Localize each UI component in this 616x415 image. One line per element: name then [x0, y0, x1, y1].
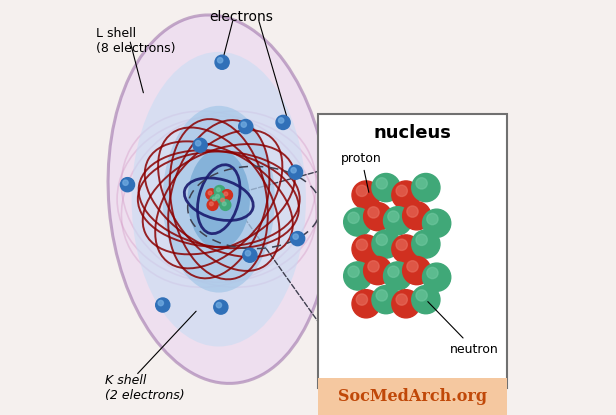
Bar [318, 114, 507, 388]
Circle shape [416, 290, 428, 301]
Circle shape [376, 290, 387, 301]
Circle shape [416, 178, 428, 189]
Circle shape [368, 261, 379, 272]
Circle shape [352, 235, 380, 263]
Circle shape [427, 267, 438, 278]
Circle shape [423, 263, 451, 291]
Circle shape [222, 202, 226, 206]
Circle shape [288, 165, 302, 179]
Circle shape [376, 234, 387, 245]
Circle shape [356, 239, 368, 250]
Bar [318, 378, 507, 415]
Circle shape [215, 55, 229, 69]
Circle shape [193, 138, 207, 152]
Circle shape [206, 189, 217, 200]
Circle shape [427, 213, 438, 225]
Circle shape [216, 195, 219, 198]
Circle shape [372, 286, 400, 314]
Circle shape [238, 120, 253, 134]
Circle shape [411, 230, 440, 258]
Text: proton: proton [341, 152, 382, 192]
Ellipse shape [163, 106, 275, 293]
Circle shape [278, 118, 284, 123]
Circle shape [407, 261, 418, 272]
Circle shape [387, 211, 399, 222]
Circle shape [241, 122, 246, 127]
Circle shape [156, 298, 170, 312]
Circle shape [407, 206, 418, 217]
Text: SocMedArch.org: SocMedArch.org [338, 388, 487, 405]
Circle shape [214, 186, 225, 196]
Circle shape [396, 294, 407, 305]
Circle shape [411, 173, 440, 202]
Circle shape [209, 202, 213, 206]
Circle shape [384, 262, 411, 290]
Circle shape [221, 198, 224, 202]
Circle shape [387, 266, 399, 277]
Circle shape [123, 180, 128, 186]
Circle shape [243, 248, 257, 262]
Circle shape [356, 185, 368, 196]
Circle shape [356, 294, 368, 305]
Circle shape [291, 232, 305, 246]
Text: nucleus: nucleus [374, 124, 452, 142]
Circle shape [392, 235, 420, 263]
Circle shape [216, 303, 222, 308]
Circle shape [220, 200, 231, 210]
Circle shape [218, 196, 229, 207]
Circle shape [363, 256, 392, 285]
Circle shape [213, 197, 216, 201]
Circle shape [245, 251, 251, 256]
Circle shape [416, 234, 428, 245]
Circle shape [348, 212, 359, 223]
Circle shape [208, 191, 212, 195]
Circle shape [207, 200, 218, 210]
Text: K shell
(2 electrons): K shell (2 electrons) [105, 374, 184, 401]
Text: L shell
(8 electrons): L shell (8 electrons) [96, 27, 176, 55]
Circle shape [403, 256, 431, 285]
Circle shape [368, 207, 379, 218]
Circle shape [291, 168, 296, 173]
Text: neutron: neutron [428, 302, 498, 356]
Circle shape [120, 178, 134, 192]
Circle shape [214, 300, 228, 314]
Ellipse shape [132, 52, 306, 347]
Circle shape [217, 58, 223, 63]
Circle shape [158, 300, 163, 306]
Ellipse shape [188, 149, 250, 249]
Circle shape [396, 185, 407, 196]
Circle shape [276, 115, 290, 129]
Circle shape [195, 141, 201, 146]
Circle shape [411, 286, 440, 314]
Circle shape [376, 178, 387, 189]
Circle shape [423, 209, 451, 237]
Ellipse shape [108, 15, 330, 383]
Circle shape [396, 239, 407, 250]
Circle shape [293, 234, 298, 239]
Circle shape [363, 203, 392, 231]
Circle shape [224, 192, 228, 196]
Circle shape [384, 207, 411, 235]
Circle shape [210, 195, 221, 205]
Text: electrons: electrons [209, 10, 274, 24]
Circle shape [344, 208, 372, 236]
Circle shape [344, 262, 372, 290]
Circle shape [392, 290, 420, 318]
Circle shape [222, 190, 232, 200]
Circle shape [392, 181, 420, 209]
Circle shape [403, 202, 431, 230]
Circle shape [352, 181, 380, 209]
Circle shape [348, 266, 359, 277]
Circle shape [372, 173, 400, 202]
Circle shape [372, 230, 400, 258]
Circle shape [352, 290, 380, 318]
Circle shape [217, 188, 221, 192]
Circle shape [213, 192, 224, 203]
